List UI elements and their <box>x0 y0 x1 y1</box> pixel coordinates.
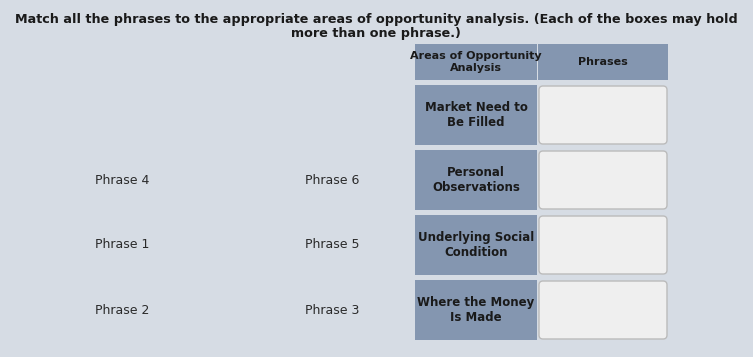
Text: Market Need to
Be Filled: Market Need to Be Filled <box>425 101 527 129</box>
FancyBboxPatch shape <box>415 44 537 80</box>
Text: Match all the phrases to the appropriate areas of opportunity analysis. (Each of: Match all the phrases to the appropriate… <box>14 13 737 26</box>
FancyBboxPatch shape <box>415 150 537 210</box>
Text: Phrase 4: Phrase 4 <box>95 174 149 186</box>
FancyBboxPatch shape <box>539 281 667 339</box>
Text: Where the Money
Is Made: Where the Money Is Made <box>417 296 535 324</box>
Text: Areas of Opportunity
Analysis: Areas of Opportunity Analysis <box>410 51 542 73</box>
Text: Phrase 1: Phrase 1 <box>95 238 149 251</box>
FancyBboxPatch shape <box>415 85 537 145</box>
Text: Phrase 2: Phrase 2 <box>95 303 149 317</box>
FancyBboxPatch shape <box>539 86 667 144</box>
Text: more than one phrase.): more than one phrase.) <box>291 27 461 40</box>
FancyBboxPatch shape <box>538 44 668 80</box>
FancyBboxPatch shape <box>415 280 537 340</box>
Text: Phrases: Phrases <box>578 57 628 67</box>
Text: Phrase 6: Phrase 6 <box>305 174 359 186</box>
Text: Personal
Observations: Personal Observations <box>432 166 520 194</box>
Text: Underlying Social
Condition: Underlying Social Condition <box>418 231 534 259</box>
FancyBboxPatch shape <box>539 216 667 274</box>
FancyBboxPatch shape <box>415 215 537 275</box>
Text: Phrase 5: Phrase 5 <box>305 238 359 251</box>
FancyBboxPatch shape <box>539 151 667 209</box>
Text: Phrase 3: Phrase 3 <box>305 303 359 317</box>
